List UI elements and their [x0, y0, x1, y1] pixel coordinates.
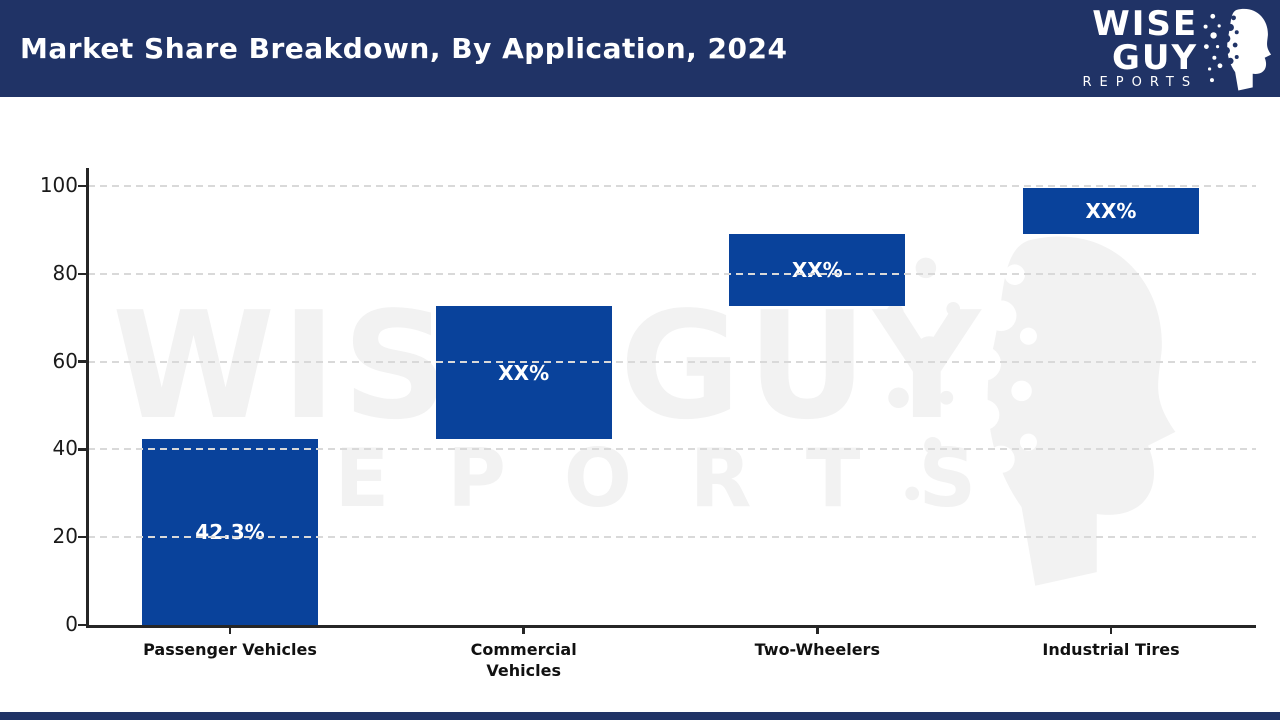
gridline-40 — [88, 448, 1256, 451]
y-tick-label-0: 0 — [65, 612, 78, 636]
x-category-label-commercial-vehicles: Commercial Vehicles — [470, 640, 577, 680]
footer-bar — [0, 712, 1280, 720]
x-tick-mark-commercial-vehicles — [522, 625, 525, 634]
bar-value-label: XX% — [1085, 199, 1137, 224]
bar-commercial-vehicles: XX% — [435, 306, 612, 440]
logo-face-icon — [1203, 8, 1272, 91]
x-category-label-passenger-vehicles: Passenger Vehicles — [143, 640, 317, 659]
watermark-subtext: REPORTS — [215, 432, 1035, 525]
bar-two-wheelers: XX% — [729, 234, 906, 307]
x-axis-line — [86, 625, 1256, 628]
x-tick-mark-two-wheelers — [816, 625, 819, 634]
logo-text: WISE GUY REPORTS — [1022, 7, 1198, 91]
gridline-20 — [88, 536, 1256, 539]
y-tick-mark-20 — [78, 535, 87, 539]
y-axis-line — [86, 168, 89, 627]
bar-passenger-vehicles: 42.3% — [142, 439, 318, 625]
y-tick-label-40: 40 — [52, 436, 78, 461]
y-tick-mark-60 — [78, 360, 87, 363]
gridline-80 — [88, 272, 1256, 275]
bar-value-label: XX% — [498, 360, 550, 385]
y-tick-label-80: 80 — [52, 260, 78, 285]
y-tick-mark-80 — [78, 272, 87, 276]
y-tick-mark-40 — [78, 448, 87, 451]
watermark-face-icon — [886, 236, 1176, 586]
x-tick-mark-industrial-tires — [1109, 625, 1113, 634]
wise-guy-logo: WISE GUY REPORTS — [1022, 0, 1272, 97]
page-title: Market Share Breakdown, By Application, … — [20, 32, 788, 65]
bar-industrial-tires: XX% — [1023, 188, 1199, 235]
bar-value-label: 42.3% — [195, 520, 265, 545]
y-tick-mark-0 — [78, 623, 87, 627]
x-tick-mark-passenger-vehicles — [228, 625, 232, 634]
y-tick-mark-100 — [78, 184, 87, 188]
logo-subtext: REPORTS — [1082, 74, 1199, 90]
gridline-60 — [88, 360, 1256, 363]
bar-value-label: XX% — [791, 258, 843, 283]
y-tick-label-60: 60 — [52, 348, 78, 373]
gridline-100 — [88, 185, 1256, 187]
y-tick-label-100: 100 — [39, 173, 78, 197]
x-category-label-two-wheelers: Two-Wheelers — [754, 640, 880, 659]
logo-wordmark: WISE GUY — [1092, 3, 1199, 78]
y-tick-label-20: 20 — [52, 524, 78, 549]
header-bar: Market Share Breakdown, By Application, … — [0, 0, 1280, 97]
x-category-label-industrial-tires: Industrial Tires — [1042, 640, 1180, 659]
